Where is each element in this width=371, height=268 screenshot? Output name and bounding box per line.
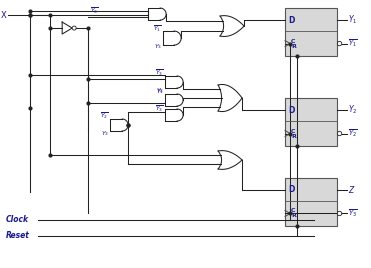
Text: $Y_1$: $Y_1$ (348, 14, 358, 26)
Text: D: D (288, 185, 295, 195)
Bar (285, 178, 337, 226)
Bar (285, 8, 337, 56)
Text: R: R (291, 214, 296, 218)
Text: $\overline{Y_3}$: $\overline{Y_3}$ (90, 6, 99, 16)
Text: C: C (291, 129, 296, 133)
Circle shape (337, 131, 342, 136)
Text: $Y_3$: $Y_3$ (101, 129, 109, 138)
Text: X: X (0, 10, 6, 20)
Text: D: D (288, 16, 295, 25)
Text: $Y_2$: $Y_2$ (156, 86, 164, 95)
Text: C: C (291, 39, 296, 44)
Text: $Y_2$: $Y_2$ (348, 104, 358, 116)
Circle shape (337, 41, 342, 46)
Text: $\overline{Y_3}$: $\overline{Y_3}$ (155, 68, 164, 78)
Text: $\overline{Y_2}$: $\overline{Y_2}$ (101, 111, 109, 121)
Text: $Y_1$: $Y_1$ (156, 87, 164, 96)
Text: $\overline{Y_3}$: $\overline{Y_3}$ (155, 104, 164, 114)
Text: R: R (291, 44, 296, 49)
Text: D: D (288, 106, 295, 114)
Circle shape (337, 211, 342, 216)
Circle shape (72, 26, 76, 30)
Text: $\overline{Y_1}$: $\overline{Y_1}$ (348, 38, 358, 49)
Text: $\overline{Y_1}$: $\overline{Y_1}$ (153, 23, 162, 34)
Text: $\overline{Y_2}$: $\overline{Y_2}$ (348, 128, 358, 139)
Text: $\overline{Y_3}$: $\overline{Y_3}$ (348, 208, 358, 219)
Text: $Y_3$: $Y_3$ (154, 43, 162, 51)
Text: C: C (291, 209, 296, 214)
Text: Clock: Clock (6, 215, 29, 225)
Text: Reset: Reset (6, 232, 30, 240)
Bar (285, 98, 337, 146)
Text: R: R (291, 133, 296, 139)
Text: $Z$: $Z$ (348, 184, 355, 195)
